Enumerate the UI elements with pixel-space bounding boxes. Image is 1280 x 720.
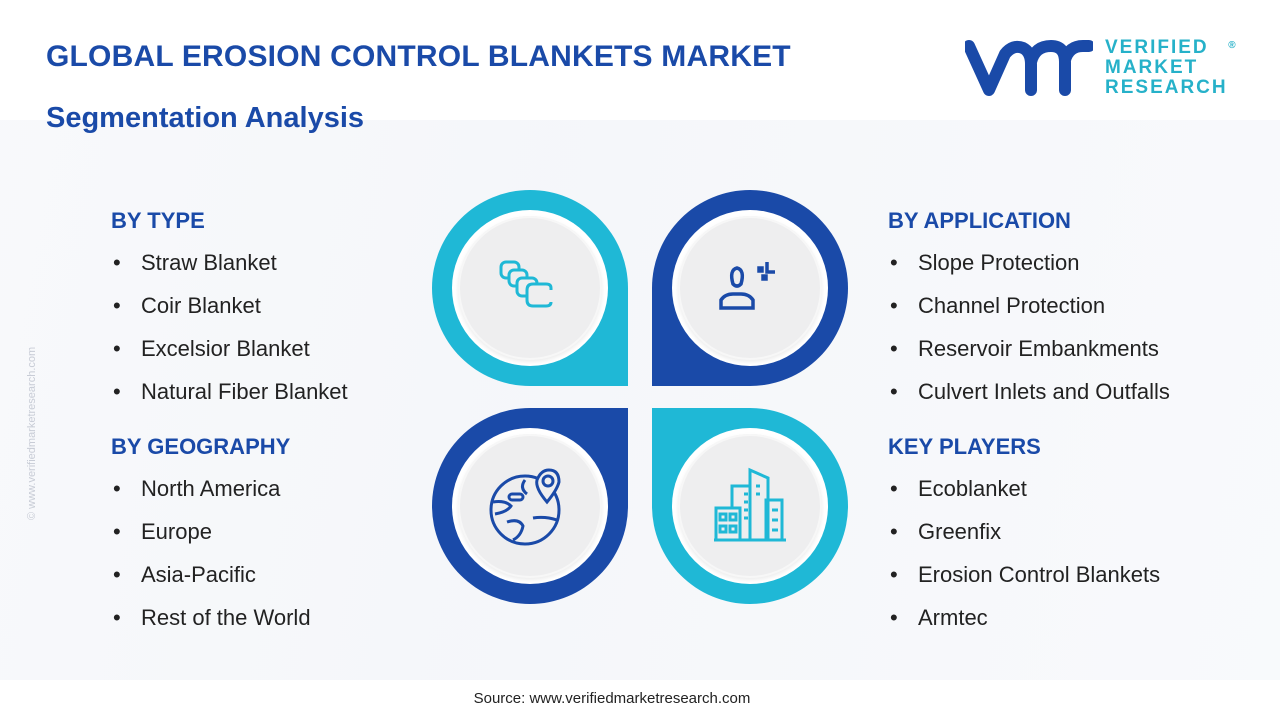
section-heading: KEY PLAYERS <box>888 434 1041 459</box>
list-item: • Reservoir Embankments <box>890 336 1159 361</box>
petal-key-players <box>652 408 848 604</box>
petal-application <box>652 190 848 386</box>
list-item: • Straw Blanket <box>113 250 277 275</box>
background-watermark <box>0 120 1280 680</box>
globe-location-icon <box>489 468 561 546</box>
page-subtitle: Segmentation Analysis <box>46 102 365 134</box>
list-item: • North America <box>113 476 281 501</box>
list-item: • Erosion Control Blankets <box>890 562 1161 587</box>
list-item: • Europe <box>113 519 212 544</box>
logo-line-2: MARKET <box>1105 57 1199 78</box>
list-item: • Coir Blanket <box>113 293 261 318</box>
buildings-icon <box>714 467 786 542</box>
source-note: Source: www.verifiedmarketresearch.com <box>473 690 751 707</box>
section-by-geography: BY GEOGRAPHY • North America • Europe • Asi… <box>111 434 311 648</box>
logo-line-1: VERIFIED <box>1105 37 1209 58</box>
list-item: • Armtec <box>890 605 988 630</box>
section-heading: BY APPLICATION <box>888 208 1071 233</box>
petal-type <box>432 190 628 386</box>
petal-geography <box>432 408 628 604</box>
section-heading: BY GEOGRAPHY <box>111 434 291 459</box>
registered-mark: ® <box>1228 40 1238 51</box>
person-icon <box>719 262 775 310</box>
list-item: • Channel Protection <box>890 293 1106 318</box>
list-item: • Asia-Pacific <box>113 562 256 587</box>
list-item: • Excelsior Blanket <box>113 336 310 361</box>
logo-line-3: RESEARCH <box>1105 77 1228 98</box>
list-item: • Ecoblanket <box>890 476 1027 501</box>
section-heading: BY TYPE <box>111 208 205 233</box>
list-item: • Greenfix <box>890 519 1002 544</box>
list-item: • Natural Fiber Blanket <box>113 379 348 404</box>
layers-icon <box>499 260 553 308</box>
list-item: • Culvert Inlets and Outfalls <box>890 379 1170 404</box>
vmr-logo-icon <box>965 40 1093 96</box>
list-item: • Slope Protection <box>890 250 1080 275</box>
section-by-type: BY TYPE • Straw Blanket • Coir Blanket • Ex… <box>111 208 348 422</box>
side-watermark: © www.verifiedmarketresearch.com <box>26 346 38 520</box>
logo: VERIFIED MARKET RESEARCH ® <box>965 37 1236 98</box>
page-title: GLOBAL EROSION CONTROL BLANKETS MARKET <box>46 40 791 73</box>
list-item: • Rest of the World <box>113 605 311 630</box>
section-key-players: KEY PLAYERS • Ecoblanket • Greenfix • Erosi… <box>888 434 1160 648</box>
section-by-application: BY APPLICATION • Slope Protection • Channe… <box>888 208 1170 422</box>
